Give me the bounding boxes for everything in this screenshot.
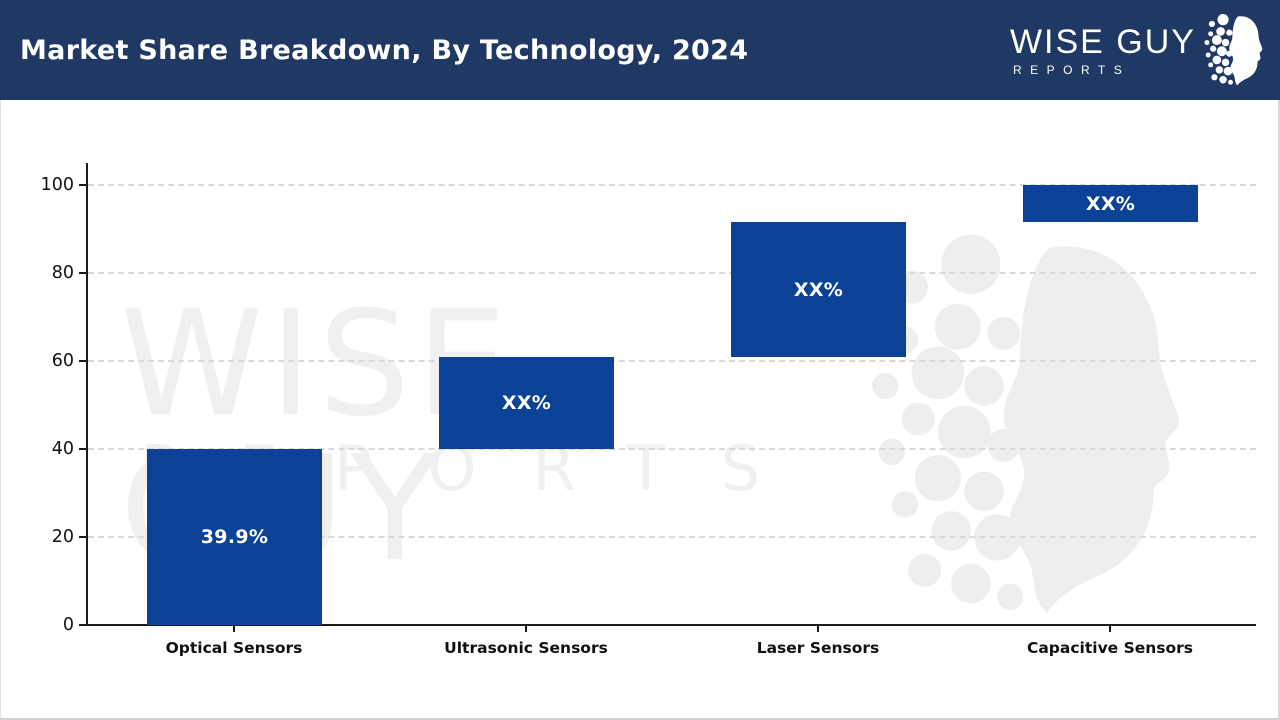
y-tick-mark-40 xyxy=(79,448,87,450)
x-category-label-optical-sensors: Optical Sensors xyxy=(165,639,303,657)
bar-capacitive-sensors: XX% xyxy=(1023,185,1198,222)
bar-optical-sensors: 39.9% xyxy=(147,449,322,625)
y-tick-label-100: 100 xyxy=(40,175,74,195)
y-tick-mark-0 xyxy=(79,624,87,626)
x-category-label-capacitive-sensors: Capacitive Sensors xyxy=(1026,639,1194,657)
y-tick-mark-100 xyxy=(79,184,87,186)
y-gridline-20 xyxy=(88,536,1256,538)
logo-wordmark: WISE GUY xyxy=(1009,22,1196,61)
y-gridline-100 xyxy=(88,184,1256,186)
bar-ultrasonic-sensors: XX% xyxy=(439,357,614,449)
x-category-label-laser-sensors: Laser Sensors xyxy=(756,639,880,657)
x-tick-mark-capacitive-sensors xyxy=(1109,626,1111,632)
y-tick-label-0: 0 xyxy=(62,615,74,635)
wiseguy-head-icon xyxy=(1204,14,1263,86)
y-tick-label-20: 20 xyxy=(51,527,74,547)
y-gridline-80 xyxy=(88,272,1256,274)
x-tick-mark-laser-sensors xyxy=(817,626,819,632)
y-tick-label-40: 40 xyxy=(51,439,74,459)
x-axis-line xyxy=(86,624,1256,626)
y-tick-mark-20 xyxy=(79,536,87,538)
x-category-label-ultrasonic-sensors: Ultrasonic Sensors xyxy=(444,639,608,657)
bar-value-label-laser-sensors: XX% xyxy=(793,278,844,301)
y-tick-mark-80 xyxy=(79,272,87,274)
watermark-head-icon xyxy=(872,234,1180,614)
page-title: Market Share Breakdown, By Technology, 2… xyxy=(20,34,749,66)
y-tick-label-60: 60 xyxy=(51,351,74,371)
logo-subtext: REPORTS xyxy=(1012,62,1131,77)
x-tick-mark-optical-sensors xyxy=(233,626,235,632)
header: Market Share Breakdown, By Technology, 2… xyxy=(0,0,1280,100)
y-gridline-60 xyxy=(88,360,1256,362)
x-tick-mark-ultrasonic-sensors xyxy=(525,626,527,632)
y-tick-mark-60 xyxy=(79,360,87,362)
bar-value-label-optical-sensors: 39.9% xyxy=(200,526,269,548)
bar-value-label-ultrasonic-sensors: XX% xyxy=(501,392,552,414)
bar-value-label-capacitive-sensors: XX% xyxy=(1085,192,1136,215)
y-axis-line xyxy=(86,163,88,626)
y-tick-label-80: 80 xyxy=(51,263,74,283)
bar-laser-sensors: XX% xyxy=(731,222,906,357)
wiseguy-logo: WISE GUY REPORTS xyxy=(1010,12,1264,88)
y-gridline-40 xyxy=(88,448,1256,450)
